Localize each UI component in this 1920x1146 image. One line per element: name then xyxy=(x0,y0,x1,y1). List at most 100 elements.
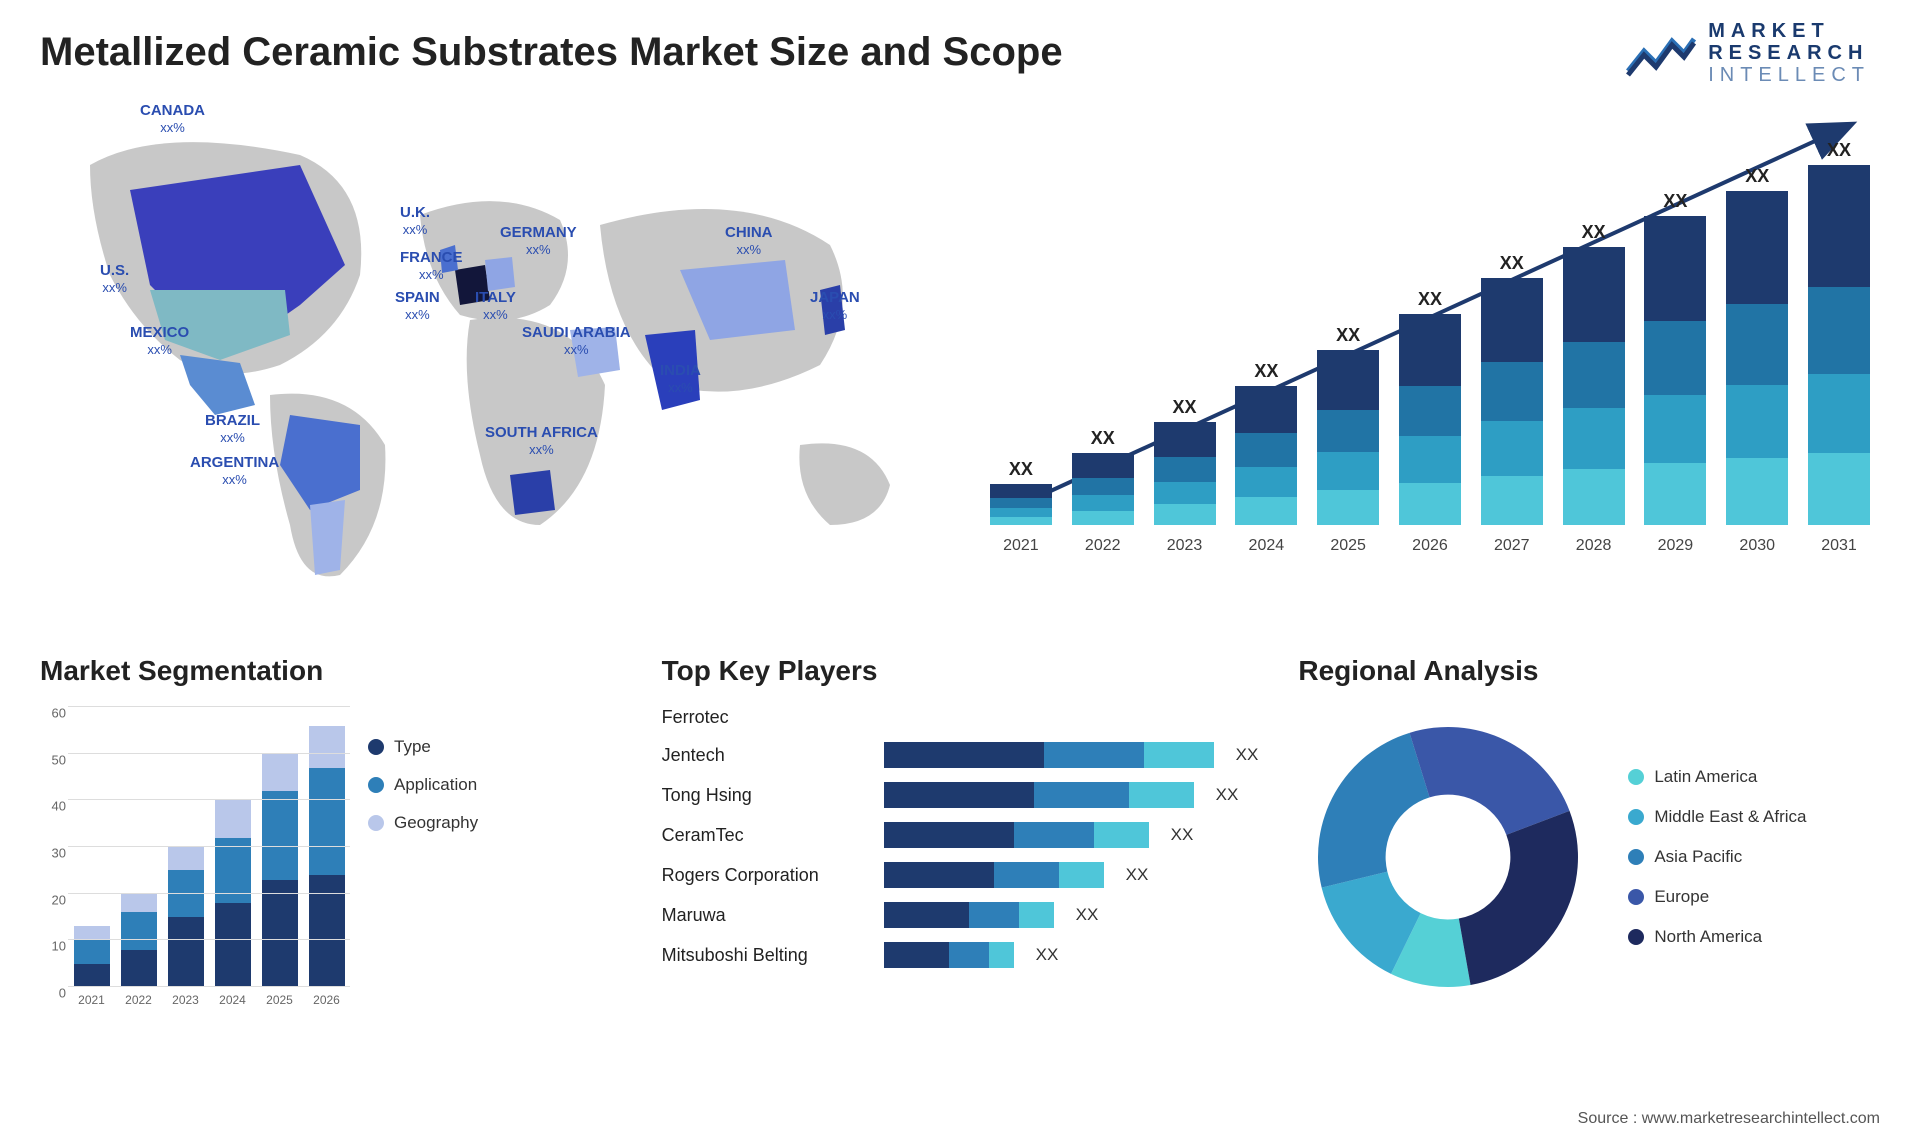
legend-dot-icon xyxy=(368,739,384,755)
seg-x-label: 2021 xyxy=(78,993,105,1007)
seg-y-tick: 20 xyxy=(52,892,66,907)
seg-bar-segment xyxy=(74,964,110,987)
seg-bar-segment xyxy=(121,894,157,913)
growth-value-label: XX xyxy=(1254,361,1278,382)
segmentation-title: Market Segmentation xyxy=(40,655,622,687)
growth-bar-segment xyxy=(1726,458,1788,525)
player-bar-segment xyxy=(884,902,969,928)
growth-bar-segment xyxy=(1563,247,1625,341)
legend-item: Asia Pacific xyxy=(1628,847,1806,867)
growth-bar-segment xyxy=(1154,457,1216,482)
growth-x-label: 2023 xyxy=(1150,537,1220,555)
player-bar-segment xyxy=(884,942,949,968)
legend-label: Type xyxy=(394,737,431,757)
growth-x-label: 2027 xyxy=(1477,537,1547,555)
player-name: Maruwa xyxy=(662,905,872,926)
seg-y-tick: 40 xyxy=(52,799,66,814)
regional-legend: Latin America Middle East & Africa Asia Pa… xyxy=(1628,767,1806,947)
player-name: Jentech xyxy=(662,745,872,766)
growth-bar-segment xyxy=(1399,386,1461,437)
growth-bar-segment xyxy=(1072,511,1134,525)
growth-bar: XX xyxy=(1313,325,1383,525)
map-label: ITALYxx% xyxy=(475,290,516,323)
growth-bar: XX xyxy=(1068,428,1138,525)
growth-value-label: XX xyxy=(1582,222,1606,243)
player-name: Mitsuboshi Belting xyxy=(662,945,872,966)
player-bar-segment xyxy=(884,822,1014,848)
growth-bar-segment xyxy=(1726,385,1788,459)
growth-x-label: 2025 xyxy=(1313,537,1383,555)
growth-value-label: XX xyxy=(1336,325,1360,346)
map-label: JAPANxx% xyxy=(810,290,860,323)
seg-gridline xyxy=(68,893,350,894)
legend-item: North America xyxy=(1628,927,1806,947)
growth-bar-segment xyxy=(1235,497,1297,525)
regional-donut xyxy=(1298,707,1598,1007)
growth-bar-segment xyxy=(1235,467,1297,498)
growth-bar-segment xyxy=(1644,463,1706,525)
legend-item: Latin America xyxy=(1628,767,1806,787)
growth-bar-segment xyxy=(1235,386,1297,433)
growth-bar-segment xyxy=(1808,453,1870,525)
player-bar-segment xyxy=(1034,782,1129,808)
seg-bar-segment xyxy=(262,791,298,880)
seg-bar-segment xyxy=(262,754,298,791)
player-name: Tong Hsing xyxy=(662,785,872,806)
growth-bar-segment xyxy=(1072,478,1134,495)
player-bar xyxy=(884,942,1014,968)
legend-label: Europe xyxy=(1654,887,1709,907)
player-row: Tong HsingXX xyxy=(662,782,1259,808)
player-value: XX xyxy=(1236,745,1259,765)
player-value: XX xyxy=(1036,945,1059,965)
map-label: SPAINxx% xyxy=(395,290,440,323)
source-label: Source : www.marketresearchintellect.com xyxy=(1578,1110,1880,1128)
seg-bar-segment xyxy=(121,950,157,987)
map-label: CANADAxx% xyxy=(140,103,205,136)
growth-bar-segment xyxy=(990,498,1052,508)
seg-x-label: 2025 xyxy=(266,993,293,1007)
player-bar-segment xyxy=(1129,782,1194,808)
seg-x-label: 2022 xyxy=(125,993,152,1007)
player-name: CeramTec xyxy=(662,825,872,846)
map-label: U.K.xx% xyxy=(400,205,430,238)
growth-bar-segment xyxy=(1317,490,1379,525)
seg-y-tick: 10 xyxy=(52,939,66,954)
map-label: U.S.xx% xyxy=(100,263,129,296)
player-bar-segment xyxy=(884,742,1044,768)
seg-y-tick: 30 xyxy=(52,846,66,861)
legend-dot-icon xyxy=(1628,809,1644,825)
legend-dot-icon xyxy=(368,777,384,793)
growth-bar: XX xyxy=(1395,289,1465,525)
growth-bar: XX xyxy=(1150,397,1220,525)
player-name: Ferrotec xyxy=(662,707,872,728)
growth-bar: XX xyxy=(1559,222,1629,525)
seg-bar-segment xyxy=(309,726,345,768)
growth-bar-segment xyxy=(1481,362,1543,421)
growth-x-label: 2021 xyxy=(986,537,1056,555)
player-bar-segment xyxy=(884,782,1034,808)
page-title: Metallized Ceramic Substrates Market Siz… xyxy=(40,30,1880,75)
legend-label: Latin America xyxy=(1654,767,1757,787)
seg-gridline xyxy=(68,706,350,707)
player-bar-segment xyxy=(989,942,1014,968)
player-bar-segment xyxy=(1144,742,1214,768)
growth-value-label: XX xyxy=(1009,459,1033,480)
player-row: CeramTecXX xyxy=(662,822,1259,848)
legend-label: Middle East & Africa xyxy=(1654,807,1806,827)
seg-bar-segment xyxy=(121,912,157,949)
growth-x-label: 2024 xyxy=(1231,537,1301,555)
donut-slice xyxy=(1410,727,1570,835)
growth-bar-segment xyxy=(1481,421,1543,475)
map-label: GERMANYxx% xyxy=(500,225,577,258)
growth-bar-segment xyxy=(1644,321,1706,395)
seg-gridline xyxy=(68,799,350,800)
seg-gridline xyxy=(68,753,350,754)
growth-bar-segment xyxy=(990,517,1052,525)
growth-value-label: XX xyxy=(1827,140,1851,161)
player-bar-segment xyxy=(884,862,994,888)
map-label: INDIAxx% xyxy=(660,363,701,396)
player-row: Ferrotec xyxy=(662,707,1259,728)
growth-bar: XX xyxy=(986,459,1056,525)
growth-value-label: XX xyxy=(1418,289,1442,310)
player-bar xyxy=(884,822,1149,848)
